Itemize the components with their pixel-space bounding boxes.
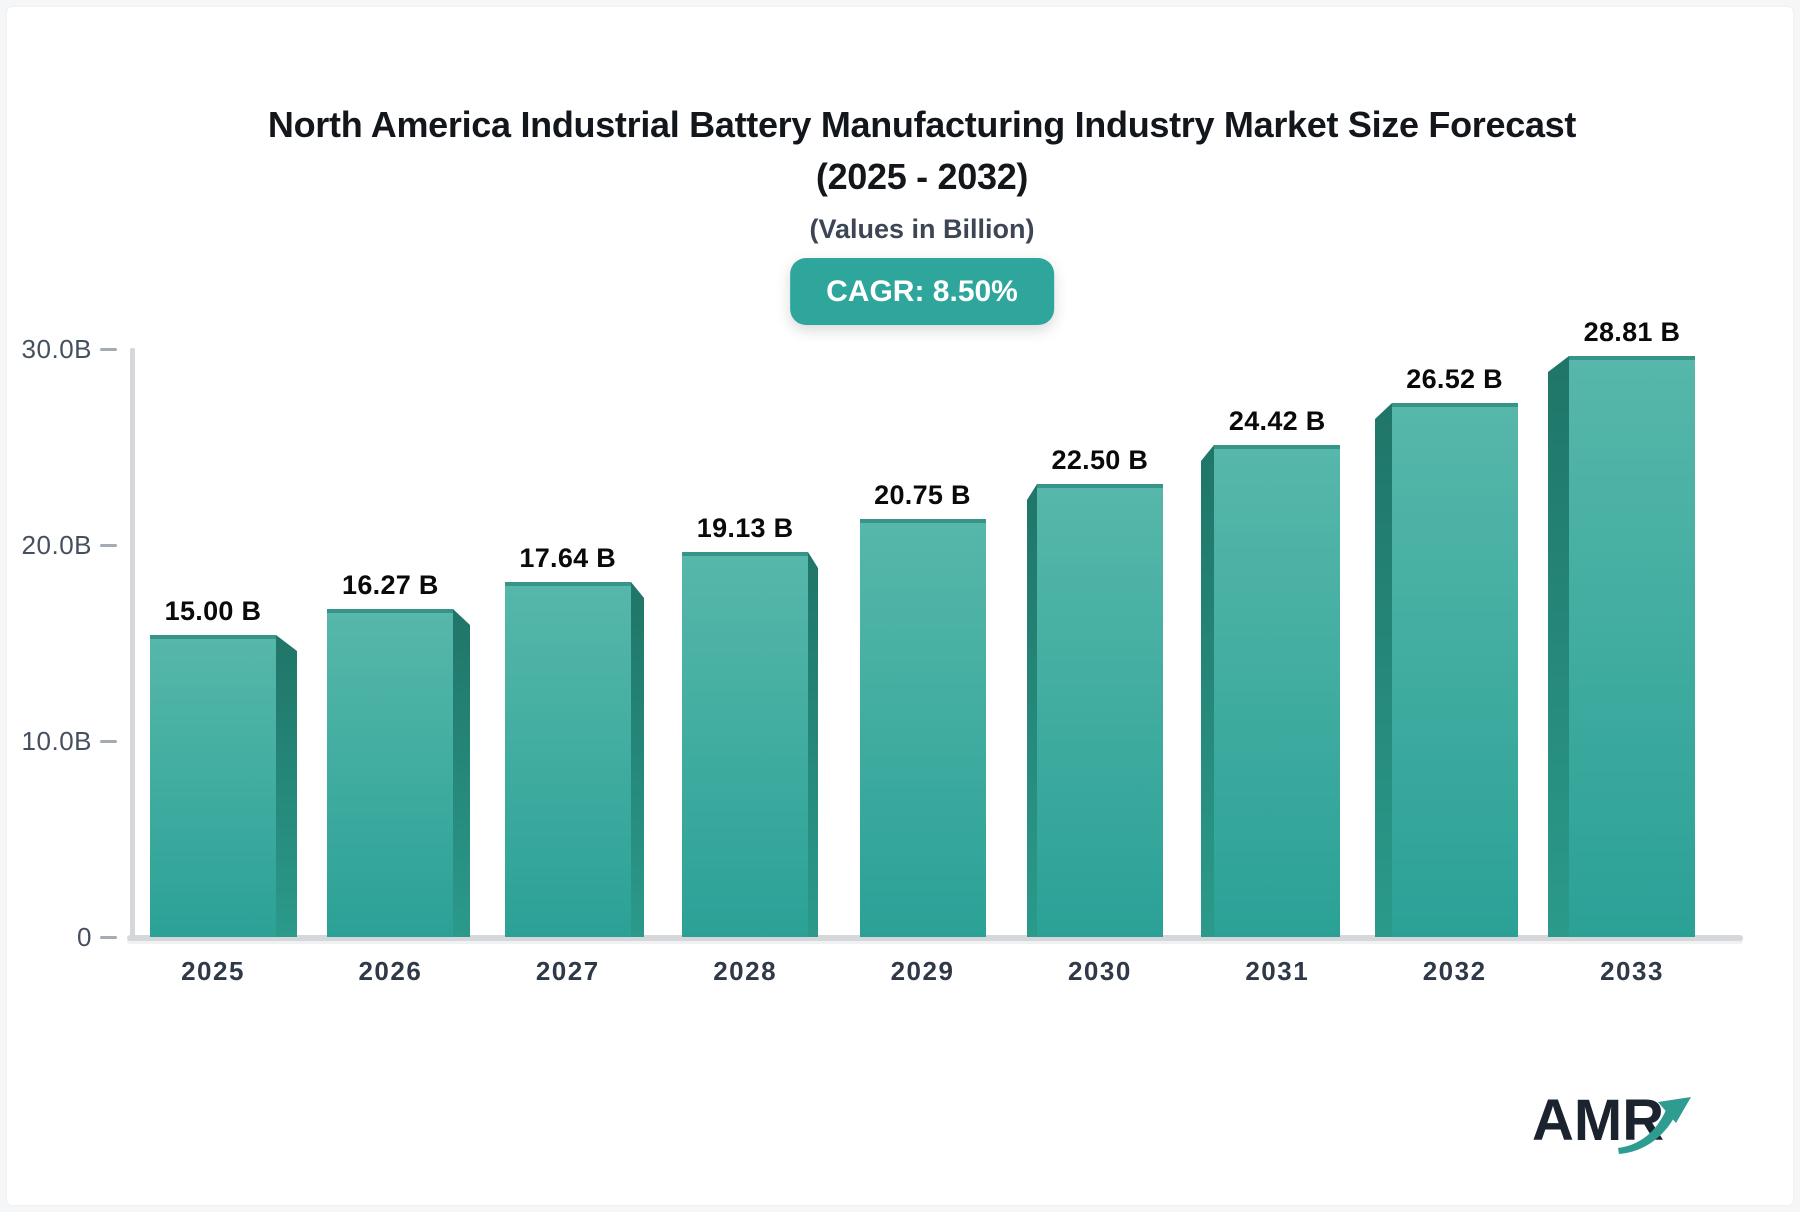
- bar-side-face: [631, 582, 644, 937]
- bar-side-face: [1375, 403, 1392, 937]
- y-axis-tick: [100, 739, 117, 743]
- amr-logo-arrow-swoosh: [1618, 1110, 1675, 1154]
- x-axis-label: 2033: [1600, 956, 1664, 986]
- bar-side-face: [453, 609, 470, 937]
- amr-logo: AMR: [1532, 1088, 1691, 1154]
- bar: [1392, 403, 1518, 937]
- y-axis-tick: [100, 935, 117, 939]
- bar: [1569, 356, 1695, 937]
- bar-value-label: 24.42 B: [1228, 406, 1326, 436]
- x-axis-label: 2031: [1245, 956, 1310, 986]
- bar-value-label: 16.27 B: [342, 570, 439, 600]
- y-axis-tick-label: 30.0B: [21, 334, 92, 364]
- bar: [1214, 445, 1340, 937]
- x-axis-label: 2030: [1067, 956, 1132, 986]
- bar: [1037, 484, 1163, 937]
- y-axis-tick-label: 20.0B: [21, 530, 92, 560]
- y-axis-tick-label: 0: [77, 922, 92, 952]
- y-axis-line: [130, 348, 135, 937]
- bar: [327, 609, 453, 937]
- x-axis-label: 2032: [1422, 956, 1487, 986]
- page-title-range: (2025 - 2032): [815, 156, 1029, 197]
- bar-side-face: [808, 552, 818, 937]
- bar-side-face: [1027, 484, 1037, 937]
- bar-value-label: 28.81 B: [1583, 317, 1681, 347]
- bar-side-face: [1548, 356, 1569, 937]
- bar-side-face: [276, 635, 297, 937]
- chart-subtitle: (Values in Billion): [809, 214, 1035, 244]
- y-axis-tick: [100, 347, 117, 351]
- x-axis-label: 2029: [890, 956, 955, 986]
- bar-value-label: 26.52 B: [1406, 364, 1503, 394]
- bar: [860, 519, 986, 937]
- bar: [682, 552, 808, 937]
- x-axis-label: 2027: [535, 956, 600, 986]
- x-axis-line: [127, 935, 1743, 941]
- x-axis-label: 2028: [713, 956, 778, 986]
- bar-value-label: 20.75 B: [874, 480, 971, 510]
- x-axis-label: 2025: [181, 956, 245, 986]
- bar-side-face: [1201, 445, 1214, 937]
- bar-value-label: 22.50 B: [1051, 445, 1149, 475]
- amr-logo-arrow-head: [1658, 1097, 1691, 1123]
- cagr-badge: CAGR: 8.50%: [790, 258, 1054, 325]
- bar-value-label: 19.13 B: [696, 513, 794, 543]
- y-axis-tick-label: 10.0B: [21, 726, 92, 756]
- x-axis-label: 2026: [358, 956, 423, 986]
- page-title: North America Industrial Battery Manufac…: [267, 104, 1577, 145]
- bar-value-label: 15.00 B: [164, 596, 262, 626]
- bar: [150, 635, 276, 937]
- y-axis-tick: [100, 543, 117, 547]
- bar-value-label: 17.64 B: [519, 543, 617, 573]
- bar: [505, 582, 631, 937]
